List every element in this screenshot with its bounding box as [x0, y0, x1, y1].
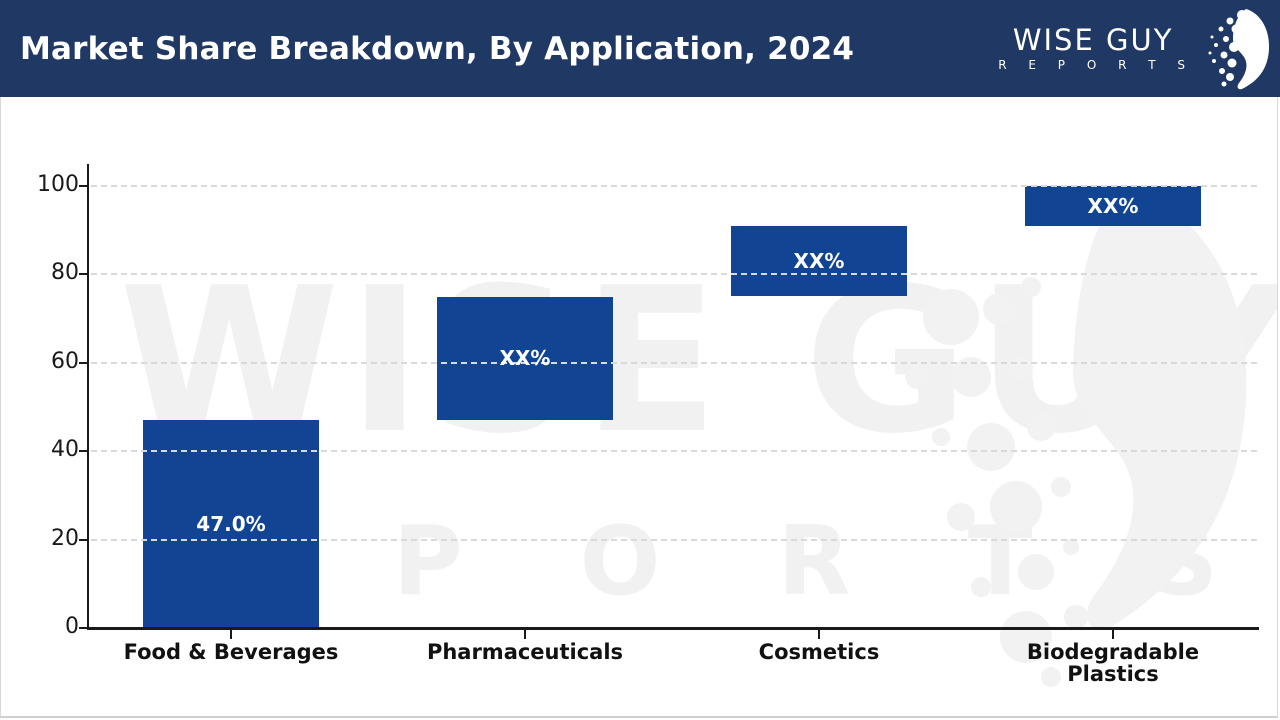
bar-value-label: 47.0% — [196, 512, 266, 537]
bar — [1025, 186, 1201, 226]
y-tick-label: 0 — [65, 614, 79, 639]
x-category-label: Cosmetics — [758, 640, 880, 664]
watermark-head-dots-icon — [905, 187, 1247, 687]
y-tick-mark — [79, 185, 89, 187]
dotted-head-icon — [1208, 8, 1270, 89]
chart-canvas: WISE GUY P O R T S 0 20 40 60 80 100 47.0% Food… — [0, 97, 1278, 718]
y-gridline — [91, 361, 1257, 364]
y-gridline — [91, 450, 1257, 453]
y-axis-line — [87, 164, 89, 628]
y-gridline — [91, 185, 1257, 187]
page-title: Market Share Breakdown, By Application, … — [20, 30, 855, 67]
wise-guy-reports-logo: WISE GUY R E P O R T S — [992, 0, 1270, 97]
y-gridline — [91, 538, 1257, 541]
y-tick-label: 80 — [51, 260, 79, 286]
logo-wordmark: WISE GUY — [1012, 23, 1174, 58]
y-gridline — [91, 273, 1257, 276]
x-axis-line — [87, 627, 1259, 630]
y-tick-label: 20 — [51, 525, 79, 551]
x-tick-mark — [1112, 629, 1114, 639]
y-tick-mark — [79, 538, 89, 541]
x-category-label: Pharmaceuticals — [426, 640, 624, 664]
y-tick-label: 100 — [37, 172, 79, 197]
x-tick-mark — [230, 629, 232, 639]
y-tick-mark — [79, 361, 89, 364]
x-tick-mark — [524, 629, 526, 639]
x-category-label: Biodegradable Plastics — [1026, 640, 1200, 687]
y-tick-label: 60 — [51, 348, 79, 374]
y-tick-mark — [79, 273, 89, 276]
watermark-subtitle: P O R T S — [393, 507, 1261, 617]
y-tick-label: 40 — [51, 437, 79, 463]
logo-subtitle: R E P O R T S — [998, 57, 1194, 72]
bar-value-label: XX% — [793, 249, 845, 274]
header-bar: Market Share Breakdown, By Application, … — [0, 0, 1280, 97]
y-tick-mark — [79, 450, 89, 453]
plot-area: 0 20 40 60 80 100 47.0% Food & Beverages XX% Phar… — [1, 97, 1277, 716]
bar — [437, 296, 613, 421]
bar-value-label: XX% — [1087, 193, 1139, 218]
bar-value-label: XX% — [499, 346, 551, 371]
x-tick-mark — [818, 629, 820, 639]
bar — [731, 225, 907, 297]
y-tick-mark — [79, 627, 89, 629]
bar — [143, 420, 319, 628]
logo-text: WISE GUY R E P O R T S — [992, 23, 1194, 72]
x-category-label: Food & Beverages — [123, 640, 339, 664]
